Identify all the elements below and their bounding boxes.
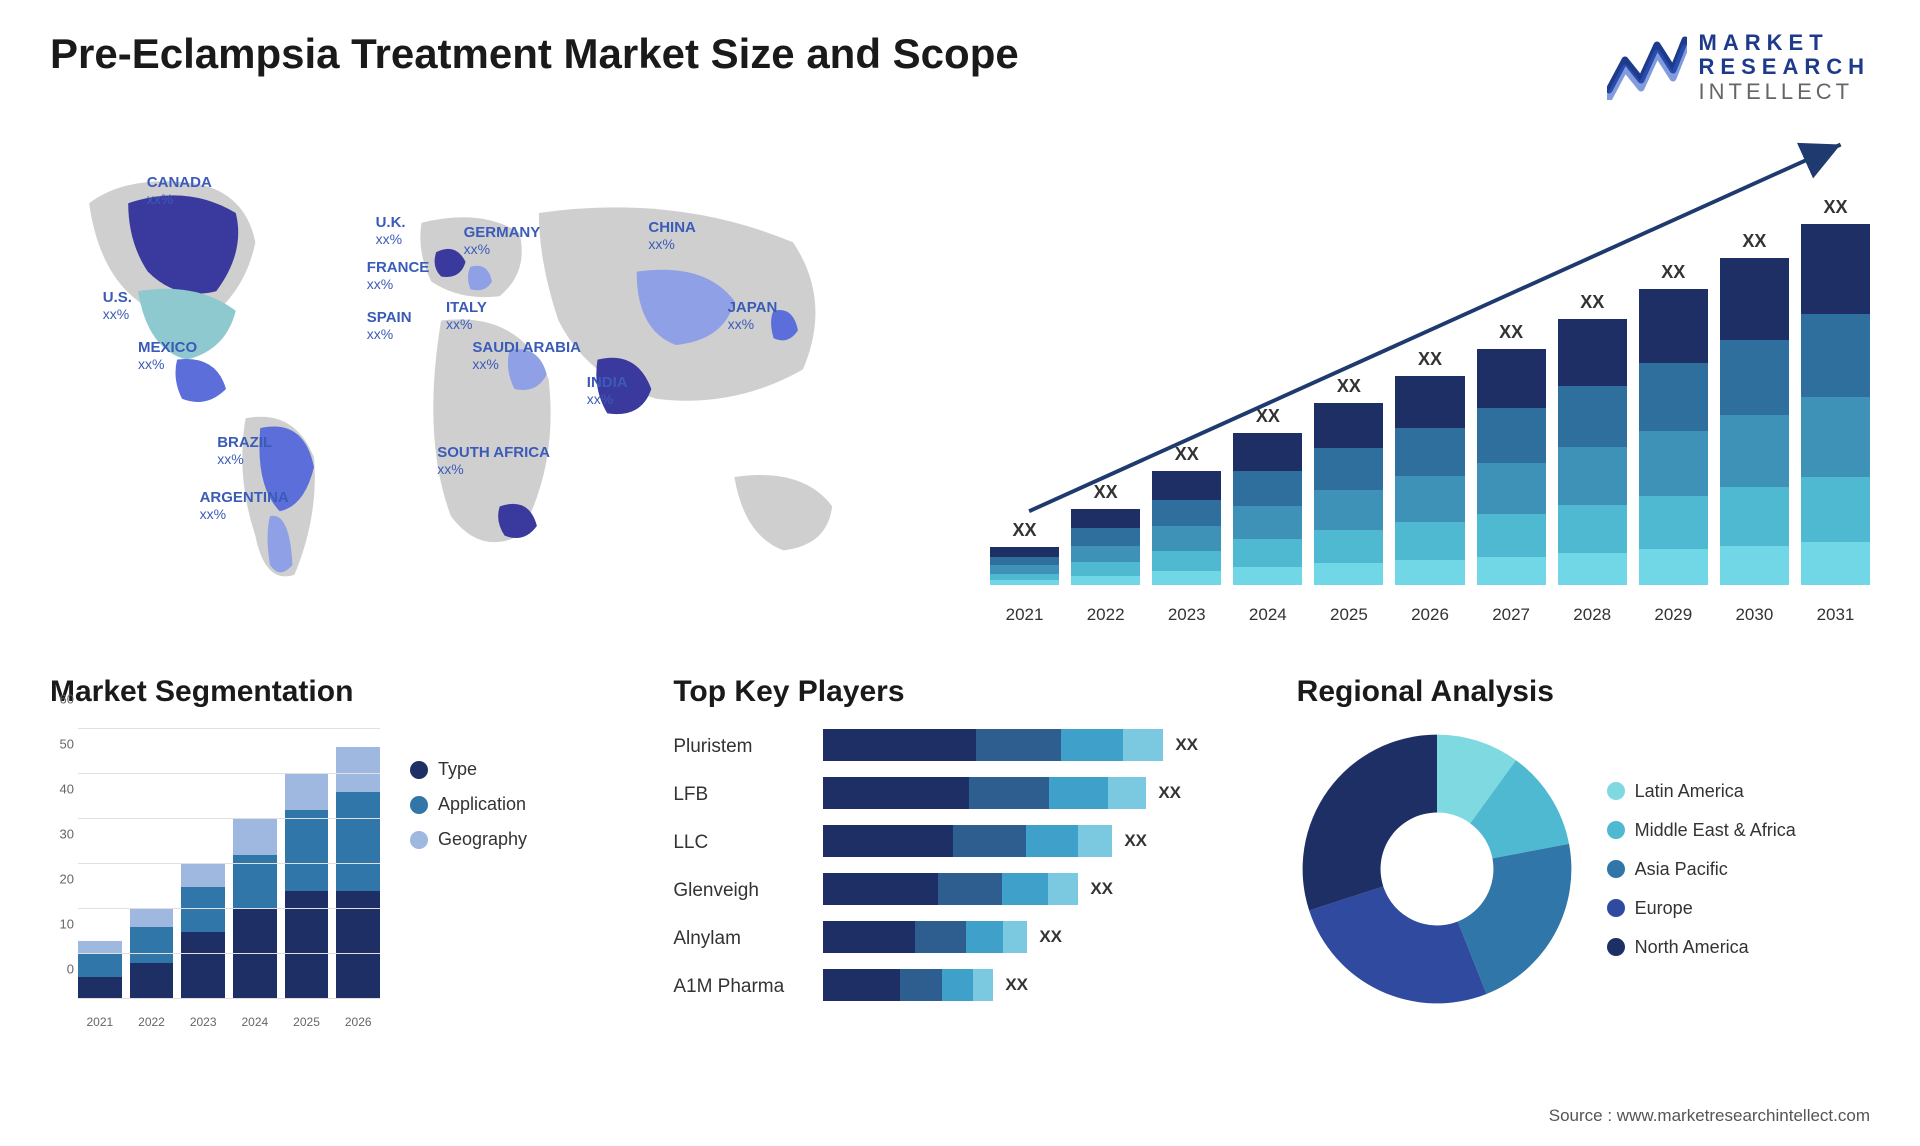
seg-bar-2022 bbox=[130, 909, 174, 999]
key-players-bars: XX XX XX XX XX XX bbox=[823, 729, 1246, 1001]
growth-bar-2022: XX bbox=[1071, 482, 1140, 585]
map-label-brazil: BRAZILxx% bbox=[217, 435, 272, 467]
kp-row-a1m-pharma: XX bbox=[823, 969, 1246, 1001]
world-map: CANADAxx% U.S.xx%MEXICOxx% BRAZILxx% ARGENT… bbox=[50, 125, 930, 625]
reg-legend-item: North America bbox=[1607, 937, 1796, 958]
map-label-argentina: ARGENTINAxx% bbox=[200, 490, 289, 522]
kp-row-alnylam: XX bbox=[823, 921, 1246, 953]
map-label-china: CHINAxx% bbox=[648, 220, 696, 252]
growth-xlabel: 2026 bbox=[1395, 605, 1464, 625]
kp-label: Alnylam bbox=[673, 923, 803, 955]
key-players-title: Top Key Players bbox=[673, 675, 1246, 709]
donut-slice-north-america bbox=[1302, 735, 1436, 911]
donut-slice-europe bbox=[1309, 886, 1486, 1003]
map-label-japan: JAPANxx% bbox=[728, 300, 778, 332]
seg-xlabel: 2023 bbox=[181, 1015, 225, 1029]
growth-xlabel: 2024 bbox=[1233, 605, 1302, 625]
segmentation-panel: Market Segmentation 0 10 20 30 40 50 60 2021 20… bbox=[50, 675, 623, 1029]
reg-legend-item: Latin America bbox=[1607, 781, 1796, 802]
seg-legend-item: Geography bbox=[410, 829, 527, 850]
seg-bar-2026 bbox=[336, 747, 380, 999]
growth-bar-chart: XXXXXXXXXXXXXXXXXXXXXX 20212022202320242… bbox=[990, 125, 1870, 625]
growth-xlabel: 2029 bbox=[1639, 605, 1708, 625]
key-players-panel: Top Key Players Pluristem LFB LLC Glenveigh… bbox=[673, 675, 1246, 1029]
map-label-canada: CANADAxx% bbox=[147, 175, 212, 207]
logo-text-3: INTELLECT bbox=[1699, 80, 1870, 104]
seg-xlabel: 2026 bbox=[336, 1015, 380, 1029]
growth-bar-2028: XX bbox=[1558, 292, 1627, 585]
growth-bar-2029: XX bbox=[1639, 262, 1708, 585]
logo-text-2: RESEARCH bbox=[1699, 55, 1870, 79]
map-label-south-africa: SOUTH AFRICAxx% bbox=[437, 445, 550, 477]
growth-xlabel: 2028 bbox=[1558, 605, 1627, 625]
kp-label: Glenveigh bbox=[673, 875, 803, 907]
logo-mark-icon bbox=[1607, 30, 1687, 105]
seg-legend-item: Type bbox=[410, 759, 527, 780]
regional-donut-chart bbox=[1297, 729, 1577, 1009]
seg-ytick: 10 bbox=[60, 917, 74, 932]
kp-label: LFB bbox=[673, 779, 803, 811]
map-label-saudi-arabia: SAUDI ARABIAxx% bbox=[472, 340, 581, 372]
reg-legend-item: Asia Pacific bbox=[1607, 859, 1796, 880]
growth-bar-2026: XX bbox=[1395, 349, 1464, 585]
seg-ytick: 20 bbox=[60, 872, 74, 887]
page-title: Pre-Eclampsia Treatment Market Size and … bbox=[50, 30, 1019, 78]
seg-bar-2023 bbox=[181, 864, 225, 999]
kp-row-pluristem: XX bbox=[823, 729, 1246, 761]
seg-legend-item: Application bbox=[410, 794, 527, 815]
brand-logo: MARKET RESEARCH INTELLECT bbox=[1607, 30, 1870, 105]
growth-bar-2021: XX bbox=[990, 520, 1059, 585]
reg-legend-item: Europe bbox=[1607, 898, 1796, 919]
growth-xlabel: 2022 bbox=[1071, 605, 1140, 625]
growth-xlabel: 2023 bbox=[1152, 605, 1221, 625]
seg-xlabel: 2025 bbox=[285, 1015, 329, 1029]
seg-ytick: 50 bbox=[60, 737, 74, 752]
growth-xlabel: 2021 bbox=[990, 605, 1059, 625]
seg-xlabel: 2021 bbox=[78, 1015, 122, 1029]
logo-text-1: MARKET bbox=[1699, 31, 1870, 55]
growth-xlabel: 2030 bbox=[1720, 605, 1789, 625]
seg-bar-2021 bbox=[78, 941, 122, 1000]
segmentation-chart: 0102030405060 202120222023202420252026 bbox=[50, 729, 380, 1029]
kp-row-glenveigh: XX bbox=[823, 873, 1246, 905]
growth-xlabel: 2025 bbox=[1314, 605, 1383, 625]
reg-legend-item: Middle East & Africa bbox=[1607, 820, 1796, 841]
segmentation-title: Market Segmentation bbox=[50, 675, 623, 709]
growth-bar-2030: XX bbox=[1720, 231, 1789, 585]
seg-bar-2024 bbox=[233, 819, 277, 999]
growth-bar-2023: XX bbox=[1152, 444, 1221, 585]
map-label-mexico: MEXICOxx% bbox=[138, 340, 197, 372]
kp-row-lfb: XX bbox=[823, 777, 1246, 809]
map-label-germany: GERMANYxx% bbox=[464, 225, 541, 257]
map-label-india: INDIAxx% bbox=[587, 375, 628, 407]
seg-ytick: 0 bbox=[67, 962, 74, 977]
map-label-france: FRANCExx% bbox=[367, 260, 430, 292]
segmentation-legend: Type Application Geography bbox=[410, 729, 527, 850]
seg-xlabel: 2024 bbox=[233, 1015, 277, 1029]
regional-legend: Latin America Middle East & Africa Asia Pa… bbox=[1607, 781, 1796, 958]
kp-label: A1M Pharma bbox=[673, 971, 803, 1003]
regional-panel: Regional Analysis Latin America Middle Ea… bbox=[1297, 675, 1870, 1029]
kp-label: Pluristem bbox=[673, 731, 803, 763]
regional-title: Regional Analysis bbox=[1297, 675, 1870, 709]
seg-xlabel: 2022 bbox=[130, 1015, 174, 1029]
growth-xlabel: 2027 bbox=[1477, 605, 1546, 625]
map-label-italy: ITALYxx% bbox=[446, 300, 487, 332]
source-attribution: Source : www.marketresearchintellect.com bbox=[1549, 1106, 1870, 1126]
seg-ytick: 60 bbox=[60, 692, 74, 707]
kp-row-llc: XX bbox=[823, 825, 1246, 857]
kp-label: LLC bbox=[673, 827, 803, 859]
growth-bar-2027: XX bbox=[1477, 322, 1546, 585]
map-label-u.k.: U.K.xx% bbox=[376, 215, 406, 247]
map-label-u.s.: U.S.xx% bbox=[103, 290, 132, 322]
seg-bar-2025 bbox=[285, 774, 329, 999]
growth-bar-2031: XX bbox=[1801, 197, 1870, 585]
seg-ytick: 40 bbox=[60, 782, 74, 797]
seg-ytick: 30 bbox=[60, 827, 74, 842]
map-label-spain: SPAINxx% bbox=[367, 310, 412, 342]
growth-bar-2024: XX bbox=[1233, 406, 1302, 585]
growth-xlabel: 2031 bbox=[1801, 605, 1870, 625]
growth-bar-2025: XX bbox=[1314, 376, 1383, 585]
